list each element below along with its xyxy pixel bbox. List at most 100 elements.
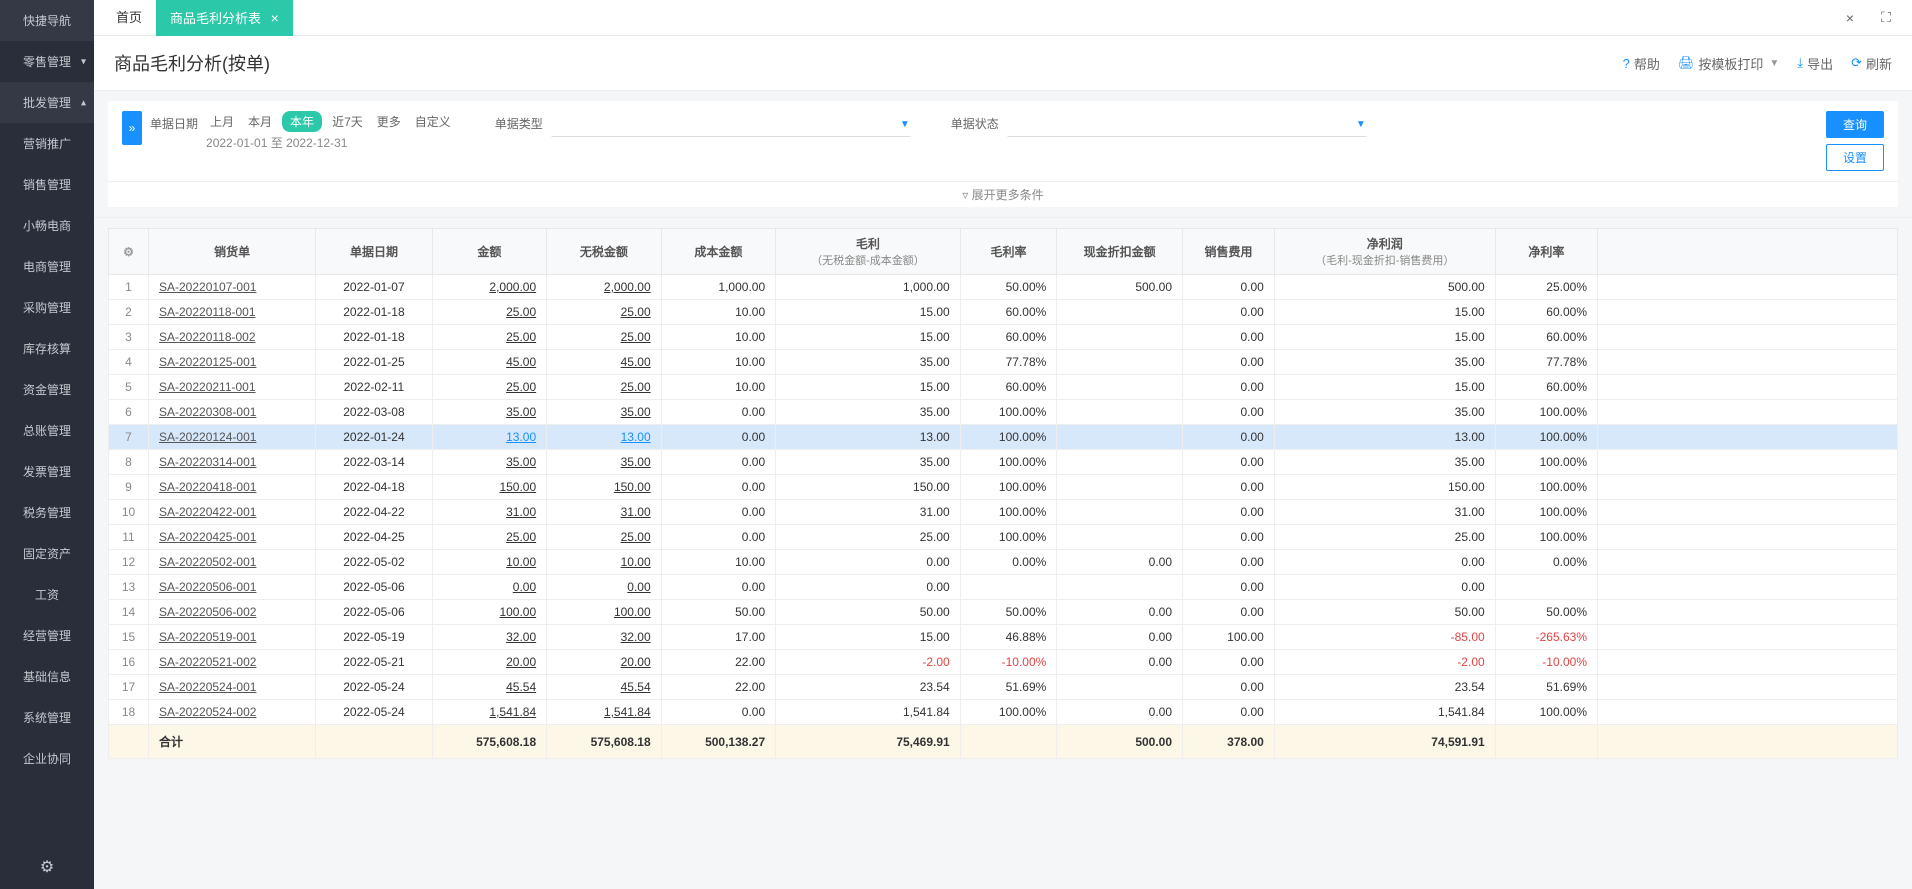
table-row[interactable]: 13SA-20220506-0012022-05-060.000.000.000… [109, 575, 1898, 600]
sidebar-item[interactable]: 电商管理 [0, 246, 94, 287]
order-link[interactable]: SA-20220118-002 [159, 330, 256, 344]
sidebar-item[interactable]: 税务管理 [0, 492, 94, 533]
table-row[interactable]: 8SA-20220314-0012022-03-1435.0035.000.00… [109, 450, 1898, 475]
sidebar-item[interactable]: 批发管理▴ [0, 82, 94, 123]
table-row[interactable]: 17SA-20220524-0012022-05-2445.5445.5422.… [109, 675, 1898, 700]
column-header[interactable]: 毛利（无税金额-成本金额） [776, 229, 961, 275]
tab-bar: 首页 商品毛利分析表 × × ⛶ [94, 0, 1912, 36]
date-preset[interactable]: 近7天 [328, 111, 367, 132]
query-button[interactable]: 查询 [1826, 111, 1884, 138]
sidebar-item[interactable]: 发票管理 [0, 451, 94, 492]
column-header[interactable]: 无税金额 [547, 229, 662, 275]
column-header[interactable]: 金额 [432, 229, 547, 275]
table-row[interactable]: 3SA-20220118-0022022-01-1825.0025.0010.0… [109, 325, 1898, 350]
table-row[interactable]: 7SA-20220124-0012022-01-2413.0013.000.00… [109, 425, 1898, 450]
order-link[interactable]: SA-20220124-001 [159, 430, 256, 444]
footer-cell [1598, 725, 1898, 759]
table-row[interactable]: 12SA-20220502-0012022-05-0210.0010.0010.… [109, 550, 1898, 575]
table-row[interactable]: 15SA-20220519-0012022-05-1932.0032.0017.… [109, 625, 1898, 650]
column-header[interactable]: 净利润（毛利-现金折扣-销售费用） [1274, 229, 1495, 275]
footer-cell: 74,591.91 [1274, 725, 1495, 759]
sidebar-item[interactable]: 小畅电商 [0, 205, 94, 246]
chevron-down-icon: ▾ [81, 56, 86, 67]
order-link[interactable]: SA-20220107-001 [159, 280, 256, 294]
gear-icon: ⚙ [40, 859, 54, 876]
print-button[interactable]: 🖨按模板打印▼ [1678, 54, 1779, 73]
sidebar-item[interactable]: 采购管理 [0, 287, 94, 328]
table-row[interactable]: 11SA-20220425-0012022-04-2525.0025.000.0… [109, 525, 1898, 550]
sidebar-item[interactable]: 基础信息 [0, 656, 94, 697]
order-link[interactable]: SA-20220524-001 [159, 680, 256, 694]
type-select[interactable]: ▼ [551, 111, 911, 137]
footer-cell [109, 725, 149, 759]
table-row[interactable]: 4SA-20220125-0012022-01-2545.0045.0010.0… [109, 350, 1898, 375]
date-preset[interactable]: 本月 [244, 111, 276, 132]
settings-button[interactable]: 设置 [1826, 144, 1884, 171]
date-preset[interactable]: 上月 [206, 111, 238, 132]
tab-active[interactable]: 商品毛利分析表 × [156, 0, 293, 36]
order-link[interactable]: SA-20220422-001 [159, 505, 256, 519]
column-header[interactable]: 单据日期 [316, 229, 432, 275]
column-header[interactable]: 净利率 [1495, 229, 1597, 275]
sidebar-settings[interactable]: ⚙ [0, 845, 94, 889]
order-link[interactable]: SA-20220418-001 [159, 480, 256, 494]
sidebar-item[interactable]: 快捷导航 [0, 0, 94, 41]
filter-collapse-toggle[interactable]: » [122, 111, 142, 145]
data-table: ⚙销货单单据日期金额无税金额成本金额毛利（无税金额-成本金额）毛利率现金折扣金额… [108, 228, 1898, 759]
sidebar-item[interactable]: 总账管理 [0, 410, 94, 451]
sidebar-item[interactable]: 企业协同 [0, 738, 94, 779]
table-row[interactable]: 18SA-20220524-0022022-05-241,541.841,541… [109, 700, 1898, 725]
fullscreen-icon[interactable]: ⛶ [1872, 4, 1900, 32]
sidebar-item[interactable]: 零售管理▾ [0, 41, 94, 82]
column-header[interactable]: 销售费用 [1183, 229, 1275, 275]
export-button[interactable]: ⤓导出 [1797, 54, 1833, 73]
refresh-button[interactable]: ⟳刷新 [1851, 54, 1892, 73]
order-link[interactable]: SA-20220211-001 [159, 380, 256, 394]
column-header[interactable]: 毛利率 [960, 229, 1057, 275]
table-row[interactable]: 14SA-20220506-0022022-05-06100.00100.005… [109, 600, 1898, 625]
date-preset[interactable]: 更多 [373, 111, 405, 132]
column-header[interactable]: 销货单 [149, 229, 316, 275]
table-row[interactable]: 9SA-20220418-0012022-04-18150.00150.000.… [109, 475, 1898, 500]
sidebar-item[interactable]: 固定资产 [0, 533, 94, 574]
order-link[interactable]: SA-20220524-002 [159, 705, 256, 719]
order-link[interactable]: SA-20220519-001 [159, 630, 256, 644]
table-row[interactable]: 10SA-20220422-0012022-04-2231.0031.000.0… [109, 500, 1898, 525]
date-preset[interactable]: 自定义 [411, 111, 455, 132]
sidebar-item[interactable]: 销售管理 [0, 164, 94, 205]
sidebar-item[interactable]: 资金管理 [0, 369, 94, 410]
table-row[interactable]: 5SA-20220211-0012022-02-1125.0025.0010.0… [109, 375, 1898, 400]
order-link[interactable]: SA-20220125-001 [159, 355, 256, 369]
close-icon[interactable]: × [271, 10, 279, 26]
tab-home-label: 首页 [116, 10, 142, 25]
sidebar-item[interactable]: 经营管理 [0, 615, 94, 656]
date-preset[interactable]: 本年 [282, 111, 322, 132]
footer-cell: 575,608.18 [432, 725, 547, 759]
table-row[interactable]: 1SA-20220107-0012022-01-072,000.002,000.… [109, 275, 1898, 300]
footer-cell: 575,608.18 [547, 725, 662, 759]
table-row[interactable]: 16SA-20220521-0022022-05-2120.0020.0022.… [109, 650, 1898, 675]
status-select[interactable]: ▼ [1007, 111, 1367, 137]
order-link[interactable]: SA-20220314-001 [159, 455, 256, 469]
column-header[interactable]: 成本金额 [661, 229, 776, 275]
sidebar-item[interactable]: 系统管理 [0, 697, 94, 738]
table-row[interactable]: 6SA-20220308-0012022-03-0835.0035.000.00… [109, 400, 1898, 425]
help-button[interactable]: ?帮助 [1623, 54, 1660, 73]
order-link[interactable]: SA-20220502-001 [159, 555, 256, 569]
sidebar-item[interactable]: 营销推广 [0, 123, 94, 164]
order-link[interactable]: SA-20220506-002 [159, 605, 256, 619]
order-link[interactable]: SA-20220521-002 [159, 655, 256, 669]
column-header[interactable]: 现金折扣金额 [1057, 229, 1183, 275]
order-link[interactable]: SA-20220118-001 [159, 305, 256, 319]
help-label: 帮助 [1634, 54, 1660, 73]
table-settings-icon[interactable]: ⚙ [109, 229, 149, 275]
sidebar-item[interactable]: 库存核算 [0, 328, 94, 369]
tabs-close-all[interactable]: × [1836, 4, 1864, 32]
order-link[interactable]: SA-20220425-001 [159, 530, 256, 544]
order-link[interactable]: SA-20220506-001 [159, 580, 256, 594]
tab-home[interactable]: 首页 [102, 0, 156, 36]
table-row[interactable]: 2SA-20220118-0012022-01-1825.0025.0010.0… [109, 300, 1898, 325]
expand-filters[interactable]: ▿ 展开更多条件 [108, 181, 1898, 207]
order-link[interactable]: SA-20220308-001 [159, 405, 256, 419]
sidebar-item[interactable]: 工资 [0, 574, 94, 615]
